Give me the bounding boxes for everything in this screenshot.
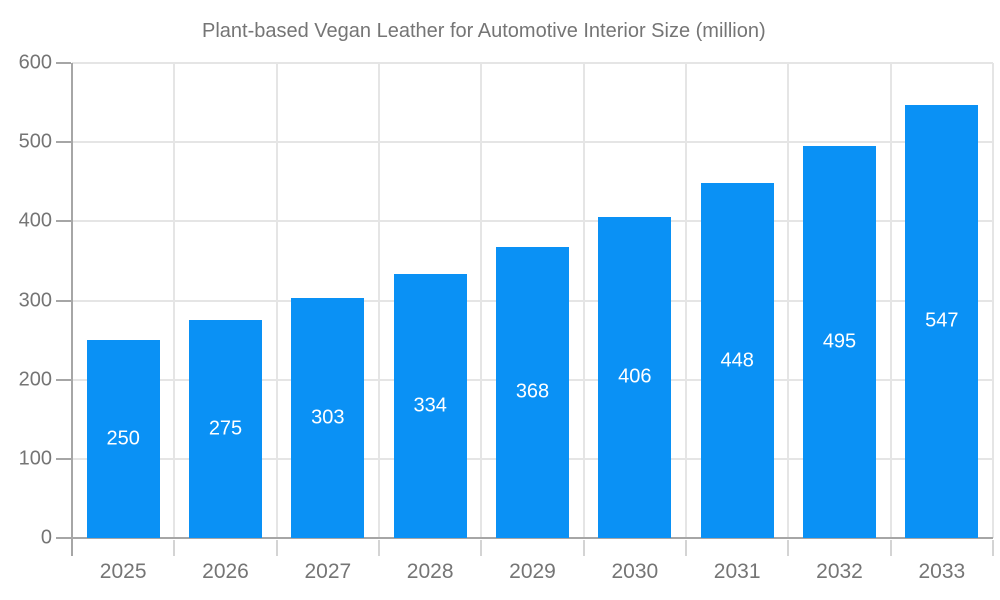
x-axis-label: 2030: [611, 560, 659, 583]
y-axis-tick-label: 300: [18, 289, 52, 311]
bar[interactable]: 495: [803, 146, 876, 538]
bar[interactable]: 334: [393, 273, 467, 538]
x-axis-label: 2031: [713, 560, 761, 583]
x-axis-tick: [275, 540, 278, 556]
y-axis-tick: [56, 378, 71, 381]
bar[interactable]: 406: [598, 216, 672, 538]
legend-swatch[interactable]: [108, 21, 185, 41]
gridline-v: [378, 63, 380, 538]
x-axis-tick: [992, 540, 994, 556]
bar-value-label: 303: [311, 406, 345, 429]
y-axis-tick-label: 200: [18, 368, 52, 391]
y-axis-tick: [56, 537, 71, 539]
gridline-h: [72, 220, 993, 223]
x-axis-line: [72, 537, 993, 539]
bar-value-label: 334: [413, 394, 447, 417]
x-axis-tick: [685, 540, 687, 556]
y-axis-tick-label: 400: [18, 209, 52, 232]
y-axis-tick-label: 600: [18, 51, 52, 74]
x-axis-tick: [480, 540, 483, 556]
bar[interactable]: 303: [291, 298, 365, 538]
gridline-v: [685, 63, 687, 538]
gridline-v: [173, 63, 176, 538]
gridline-h: [72, 62, 993, 64]
y-axis-tick: [56, 220, 71, 223]
x-axis-label: 2027: [304, 560, 352, 583]
y-axis-tick-label: 500: [18, 130, 52, 153]
x-axis-label: 2032: [816, 560, 863, 583]
y-axis-line: [71, 63, 73, 556]
bar-value-label: 495: [822, 330, 857, 353]
x-axis-tick: [787, 540, 790, 556]
y-axis-tick-label: 0: [40, 526, 52, 549]
bar[interactable]: 448: [700, 183, 774, 538]
gridline-v: [480, 63, 483, 538]
gridline-v: [787, 63, 790, 538]
y-axis-tick: [56, 457, 71, 460]
x-axis-tick: [889, 540, 892, 556]
legend[interactable]: Plant-based Vegan Leather for Automotive…: [108, 14, 766, 48]
y-axis-tick: [56, 62, 71, 64]
chart-title: Plant-based Vegan Leather for Automotive…: [202, 19, 766, 42]
x-axis-tick: [378, 540, 380, 556]
x-axis-label: 2029: [509, 560, 556, 583]
bar-value-label: 547: [925, 309, 959, 332]
gridline-v: [582, 63, 585, 538]
bar-value-label: 275: [208, 417, 243, 440]
gridline-v: [992, 63, 994, 538]
bar[interactable]: 275: [189, 320, 262, 538]
x-axis-tick: [582, 540, 585, 556]
y-axis-tick: [56, 299, 71, 302]
x-axis-label: 2026: [202, 560, 249, 583]
gridline-v: [889, 63, 892, 538]
y-axis-tick-label: 100: [18, 447, 52, 470]
x-axis-label: 2028: [406, 560, 454, 583]
x-axis-tick: [173, 540, 176, 556]
gridline-v: [275, 63, 278, 538]
bar[interactable]: 547: [905, 104, 979, 538]
y-axis-tick: [56, 141, 71, 144]
x-axis-label: 2025: [99, 560, 147, 583]
bar[interactable]: 250: [86, 340, 160, 538]
bar[interactable]: 368: [496, 246, 569, 538]
x-axis-label: 2033: [918, 560, 966, 583]
gridline-h: [72, 141, 993, 144]
bar-value-label: 368: [515, 380, 550, 403]
bar-value-label: 250: [106, 427, 140, 450]
bar-value-label: 406: [618, 365, 652, 388]
bar-value-label: 448: [720, 349, 754, 372]
